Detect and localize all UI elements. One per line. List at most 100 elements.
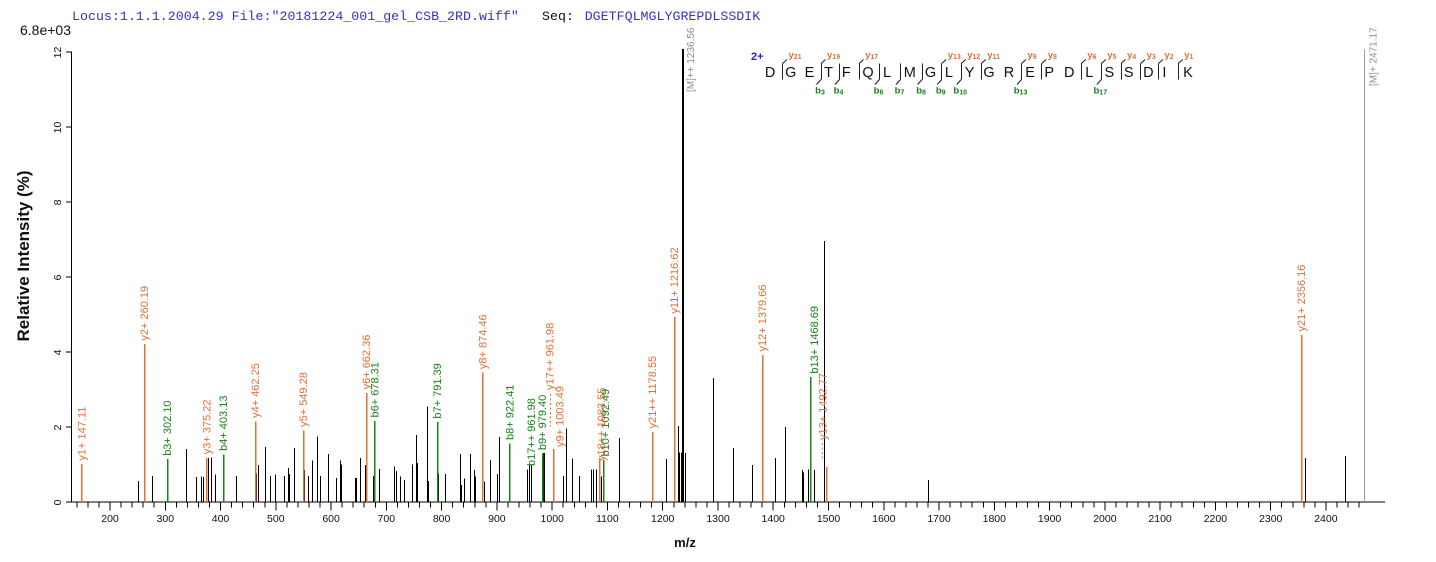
svg-text:F: F [842, 65, 851, 81]
svg-text:2300: 2300 [1259, 513, 1283, 525]
svg-text:D: D [1143, 65, 1153, 81]
svg-text:[M]+ 2471.17: [M]+ 2471.17 [1369, 27, 1380, 86]
svg-text:b6: b6 [874, 86, 884, 97]
svg-text:y11: y11 [987, 50, 1000, 61]
svg-text:y19: y19 [827, 50, 840, 61]
svg-text:y2: y2 [1164, 50, 1173, 61]
svg-text:900: 900 [488, 513, 506, 525]
svg-text:2200: 2200 [1204, 513, 1228, 525]
svg-text:1300: 1300 [706, 513, 730, 525]
svg-text:y2+ 260.19: y2+ 260.19 [139, 286, 151, 341]
svg-text:b3: b3 [815, 86, 825, 97]
svg-text:600: 600 [322, 513, 340, 525]
svg-text:1700: 1700 [927, 513, 951, 525]
svg-text:[M]++ 1236.56: [M]++ 1236.56 [686, 27, 697, 92]
svg-text:1000: 1000 [541, 513, 565, 525]
svg-text:I: I [1162, 65, 1166, 81]
svg-text:y18++ 1083.55: y18++ 1083.55 [596, 388, 608, 461]
svg-text:D: D [765, 65, 775, 81]
svg-text:1800: 1800 [983, 513, 1007, 525]
svg-text:y8: y8 [1048, 50, 1057, 61]
svg-text:y13+ 1492.77: y13+ 1492.77 [818, 373, 830, 440]
svg-text:G: G [785, 65, 796, 81]
svg-text:L: L [1085, 65, 1093, 81]
svg-text:R: R [1004, 65, 1014, 81]
svg-text:b6+ 678.31: b6+ 678.31 [370, 362, 382, 417]
svg-text:b4: b4 [834, 86, 844, 97]
svg-text:Y: Y [965, 65, 975, 81]
svg-text:y1+ 147.11: y1+ 147.11 [76, 407, 88, 461]
svg-text:1100: 1100 [596, 513, 619, 525]
svg-text:DGETFQLMGLYGREPDLSSDIK: DGETFQLMGLYGREPDLSSDIK [585, 9, 761, 24]
svg-text:y21: y21 [789, 50, 802, 61]
svg-text:6.8e+03: 6.8e+03 [20, 22, 71, 38]
svg-text:b9: b9 [936, 86, 946, 97]
svg-text:b13: b13 [1014, 86, 1028, 97]
svg-text:1900: 1900 [1038, 513, 1062, 525]
svg-text:500: 500 [267, 513, 285, 525]
svg-text:10: 10 [52, 122, 64, 134]
svg-text:200: 200 [101, 513, 119, 525]
svg-text:Q: Q [862, 65, 873, 81]
svg-text:b8: b8 [916, 86, 926, 97]
svg-text:4: 4 [52, 349, 64, 355]
svg-text:y5: y5 [1107, 50, 1116, 61]
svg-text:b9+ 979.40: b9+ 979.40 [537, 395, 549, 450]
svg-text:T: T [824, 65, 833, 81]
svg-text:0: 0 [52, 499, 64, 505]
svg-text:M: M [904, 65, 916, 81]
svg-text:Locus:1.1.1.2004.29 File:"2018: Locus:1.1.1.2004.29 File:"20181224_001_g… [72, 9, 519, 24]
svg-text:y5+ 549.28: y5+ 549.28 [298, 372, 310, 427]
svg-text:b13+ 1468.69: b13+ 1468.69 [809, 306, 821, 374]
svg-text:b4+ 403.13: b4+ 403.13 [218, 396, 230, 451]
svg-text:y11+ 1216.62: y11+ 1216.62 [669, 247, 681, 313]
svg-text:S: S [1124, 65, 1134, 81]
svg-text:y9: y9 [1028, 50, 1037, 61]
svg-text:1600: 1600 [872, 513, 896, 525]
svg-text:y9+ 1003.49: y9+ 1003.49 [554, 386, 566, 447]
svg-text:y21++ 1178.55: y21++ 1178.55 [647, 356, 659, 429]
svg-text:12: 12 [52, 47, 64, 59]
svg-text:1200: 1200 [651, 513, 675, 525]
svg-text:y8+ 874.46: y8+ 874.46 [478, 314, 490, 369]
svg-text:b10: b10 [953, 86, 967, 97]
svg-text:1500: 1500 [817, 513, 841, 525]
svg-text:b7: b7 [895, 86, 905, 97]
svg-text:b7+ 791.39: b7+ 791.39 [432, 363, 444, 418]
svg-text:2000: 2000 [1093, 513, 1117, 525]
svg-text:b17++ 961.98: b17++ 961.98 [526, 398, 538, 466]
svg-text:2+: 2+ [751, 51, 764, 63]
svg-text:y21+ 2356.16: y21+ 2356.16 [1296, 265, 1308, 332]
svg-text:y13: y13 [948, 50, 961, 61]
svg-text:G: G [925, 65, 936, 81]
svg-text:Seq:: Seq: [542, 9, 574, 24]
svg-text:P: P [1044, 65, 1054, 81]
svg-text:Relative Intensity (%): Relative Intensity (%) [14, 171, 33, 342]
svg-text:2: 2 [52, 424, 64, 430]
svg-text:K: K [1183, 65, 1193, 81]
svg-text:y3: y3 [1147, 50, 1156, 61]
svg-text:700: 700 [378, 513, 396, 525]
svg-text:800: 800 [433, 513, 451, 525]
svg-text:b17: b17 [1093, 86, 1107, 97]
svg-text:b10+ 1092.49: b10+ 1092.49 [600, 389, 612, 457]
svg-text:300: 300 [157, 513, 175, 525]
svg-text:6: 6 [52, 274, 64, 280]
svg-text:G: G [983, 65, 994, 81]
svg-text:b8+ 922.41: b8+ 922.41 [504, 385, 516, 440]
svg-text:y17++ 961.98: y17++ 961.98 [544, 323, 556, 390]
svg-text:y6+ 662.36: y6+ 662.36 [361, 335, 373, 390]
svg-text:L: L [945, 65, 953, 81]
svg-text:y17: y17 [865, 50, 878, 61]
svg-text:8: 8 [52, 199, 64, 205]
svg-text:2100: 2100 [1148, 513, 1172, 525]
svg-text:b3+ 302.10: b3+ 302.10 [162, 400, 174, 455]
svg-text:2400: 2400 [1314, 513, 1338, 525]
svg-text:D: D [1064, 65, 1074, 81]
svg-text:1400: 1400 [762, 513, 786, 525]
svg-text:y12+ 1379.66: y12+ 1379.66 [757, 285, 769, 352]
svg-text:S: S [1104, 65, 1114, 81]
svg-text:y6: y6 [1087, 50, 1096, 61]
svg-text:400: 400 [212, 513, 230, 525]
svg-text:y1: y1 [1184, 50, 1193, 61]
